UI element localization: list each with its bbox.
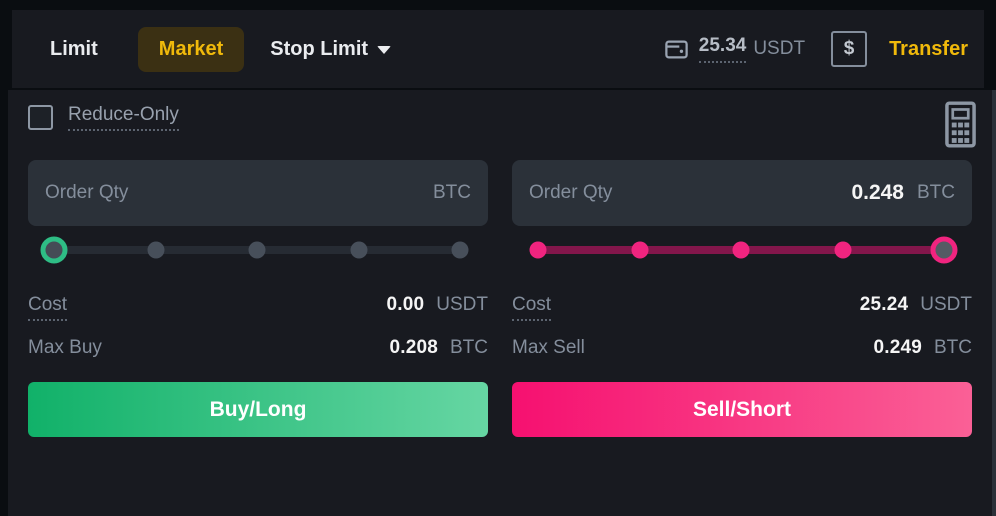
order-type-tab-bar: Limit Market Stop Limit 25.34 USDT $ Tra… [12, 10, 984, 88]
sell-column: Order Qty 0.248 BTC Cost 25.24 [512, 160, 972, 437]
reduce-only-checkbox[interactable] [28, 105, 53, 130]
buy-qty-placeholder: Order Qty [45, 182, 129, 203]
wallet-icon [663, 36, 690, 63]
sell-cost-row: Cost 25.24 USDT [512, 294, 972, 321]
buy-column: Order Qty BTC Cost 0.00 USDT [28, 160, 488, 437]
sell-slider-step-dot[interactable] [529, 241, 547, 259]
sell-qty-value: 0.248 [851, 181, 904, 204]
buy-slider-step-dot[interactable] [451, 241, 469, 259]
sell-slider-handle[interactable] [930, 236, 958, 264]
sell-cost-unit: USDT [920, 294, 972, 315]
sell-short-button[interactable]: Sell/Short [512, 382, 972, 437]
sell-qty-placeholder: Order Qty [529, 182, 613, 203]
sell-qty-unit: BTC [917, 182, 955, 203]
order-type-tabs: Limit Market Stop Limit [50, 26, 392, 72]
buy-cost-label[interactable]: Cost [28, 294, 68, 321]
tab-limit[interactable]: Limit [50, 37, 98, 60]
available-balance-currency: USDT [753, 38, 806, 59]
reduce-only-label: Reduce-Only [68, 104, 179, 131]
buy-cost-row: Cost 0.00 USDT [28, 294, 488, 321]
sell-qty-slider[interactable] [512, 236, 972, 264]
calculator-icon[interactable] [945, 101, 976, 153]
tab-stop-limit[interactable]: Stop Limit [270, 37, 392, 61]
tab-market[interactable]: Market [137, 26, 245, 72]
sell-order-qty-input[interactable]: Order Qty 0.248 BTC [512, 160, 972, 226]
available-balance-amount[interactable]: 25.34 [698, 35, 747, 63]
max-sell-label: Max Sell [512, 337, 585, 358]
buy-qty-unit: BTC [433, 182, 471, 203]
sell-cost-label[interactable]: Cost [512, 294, 552, 321]
buy-cost-unit: USDT [436, 294, 488, 315]
buy-slider-handle[interactable] [40, 236, 68, 264]
transfer-button[interactable]: Transfer [889, 37, 968, 60]
buy-order-qty-input[interactable]: Order Qty BTC [28, 160, 488, 226]
sell-slider-step-dot[interactable] [631, 241, 648, 259]
chevron-down-icon [377, 46, 392, 54]
tab-stop-limit-label: Stop Limit [270, 37, 369, 60]
max-buy-row: Max Buy 0.208 BTC [28, 337, 488, 359]
buy-slider-steps [40, 236, 469, 264]
dollar-transfer-icon[interactable]: $ [831, 31, 868, 67]
max-sell-value: 0.249 [873, 337, 922, 358]
max-sell-unit: BTC [934, 337, 972, 358]
buy-slider-step-dot[interactable] [248, 241, 266, 259]
order-form-panel: Reduce-Only Order Qty BTC [8, 90, 992, 516]
max-buy-value: 0.208 [389, 337, 438, 358]
buy-slider-step-dot[interactable] [350, 241, 367, 259]
scrollbar-track[interactable] [992, 90, 996, 516]
buy-long-button[interactable]: Buy/Long [28, 382, 488, 437]
sell-slider-steps [529, 236, 958, 264]
reduce-only-row: Reduce-Only [28, 104, 179, 131]
buy-slider-step-dot[interactable] [147, 241, 164, 259]
header-right-cluster: 25.34 USDT $ Transfer [663, 31, 968, 67]
max-buy-label: Max Buy [28, 337, 102, 358]
max-buy-unit: BTC [450, 337, 488, 358]
max-sell-row: Max Sell 0.249 BTC [512, 337, 972, 359]
buy-qty-slider[interactable] [28, 236, 488, 264]
sell-slider-step-dot[interactable] [834, 241, 851, 259]
sell-cost-value: 25.24 [859, 294, 909, 315]
sell-slider-step-dot[interactable] [732, 241, 750, 259]
buy-cost-value: 0.00 [386, 294, 425, 315]
